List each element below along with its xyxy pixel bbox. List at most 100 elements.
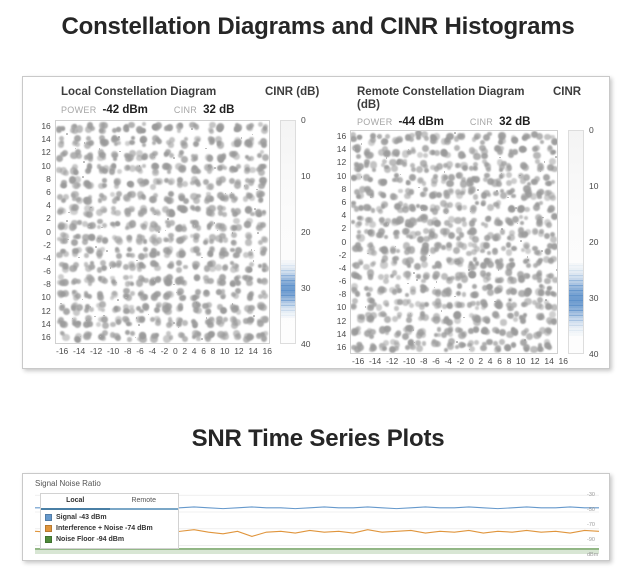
constellation-point [83,211,88,216]
local-scatter-plot[interactable] [55,120,270,344]
constellation-point [143,278,148,283]
constellation-point [203,290,210,297]
constellation-point [447,258,451,262]
constellation-point [368,316,375,323]
constellation-point [165,125,171,131]
constellation-point [130,291,135,296]
constellation-point [459,232,465,238]
constellation-point [232,151,236,155]
constellation-point [421,261,428,268]
constellation-point [396,136,403,143]
constellation-speck [540,170,542,172]
constellation-point [378,179,384,185]
constellation-speck [214,167,216,169]
constellation-point [162,206,169,213]
y-tick: -2 [35,239,51,252]
remote-scatter-plot[interactable] [350,130,558,354]
constellation-point [547,181,552,186]
constellation-point [124,208,131,215]
constellation-point [236,164,241,169]
constellation-point [140,129,144,133]
constellation-speck [387,223,389,225]
constellation-point [138,292,145,299]
x-tick: 8 [507,356,512,366]
constellation-point [262,164,267,169]
constellation-speck [158,231,160,233]
x-tick: 14 [248,346,257,356]
snr-tab-remote[interactable]: Remote [110,494,179,508]
constellation-speck [173,322,175,324]
constellation-point [499,339,505,345]
constellation-point [149,225,155,231]
constellation-speck [257,232,259,234]
snr-legend-item[interactable]: Signal -43 dBm [45,512,175,523]
constellation-point [177,177,183,183]
constellation-point [97,253,103,259]
constellation-point [247,334,254,341]
constellation-point [127,337,132,342]
constellation-speck [82,176,84,178]
x-tick: 8 [211,346,216,356]
constellation-point [96,322,101,327]
constellation-point [487,216,491,220]
constellation-point [220,293,226,299]
constellation-point [230,280,237,287]
constellation-point [517,271,524,278]
constellation-point [363,204,370,211]
constellation-point [71,280,76,285]
constellation-speck [83,161,85,163]
constellation-point [405,188,411,194]
constellation-point [406,317,412,323]
constellation-speck [555,156,557,158]
x-tick: 2 [478,356,483,366]
constellation-point [136,262,143,269]
constellation-point [167,264,171,268]
snr-tab-local[interactable]: Local [41,494,110,510]
constellation-speck [60,303,62,305]
constellation-point [480,345,486,351]
remote-cinr-value: 32 dB [499,116,530,128]
constellation-point [193,324,197,328]
x-tick: 10 [516,356,525,366]
local-power-label: POWER [61,105,97,115]
local-power-value: -42 dBm [103,104,148,116]
constellation-speck [252,134,254,136]
constellation-point [233,252,239,258]
constellation-point [163,293,170,300]
constellation-point [423,153,428,158]
constellation-point [487,193,492,198]
constellation-point [218,210,223,215]
constellation-point [177,205,183,211]
constellation-point [422,145,429,152]
constellation-point [130,331,135,336]
constellation-point [543,174,550,181]
constellation-point [402,299,409,306]
constellation-point [520,178,526,184]
constellation-point [150,260,157,267]
snr-legend-item[interactable]: Interference + Noise -74 dBm [45,523,175,534]
snr-y-tick: -70 [587,522,595,528]
constellation-point [127,154,134,161]
constellation-point [469,271,475,277]
constellation-point [396,249,400,253]
x-tick: 12 [530,356,539,366]
constellation-point [166,274,173,281]
snr-y-tick: -90 [587,537,595,543]
remote-histogram-bar[interactable] [568,130,584,354]
constellation-point [511,302,517,308]
constellation-point [196,337,200,341]
constellation-speck [66,220,68,222]
constellation-point [117,169,122,174]
snr-legend-item[interactable]: Noise Floor -94 dBm [45,534,175,545]
constellation-point [194,295,199,300]
y-tick: 6 [331,196,346,209]
constellation-point [372,168,376,172]
constellation-point [176,305,183,312]
constellation-point [423,187,428,192]
constellation-point [102,178,106,182]
constellation-point [493,248,497,252]
local-histogram-bar[interactable] [280,120,296,344]
constellation-point [510,288,516,294]
